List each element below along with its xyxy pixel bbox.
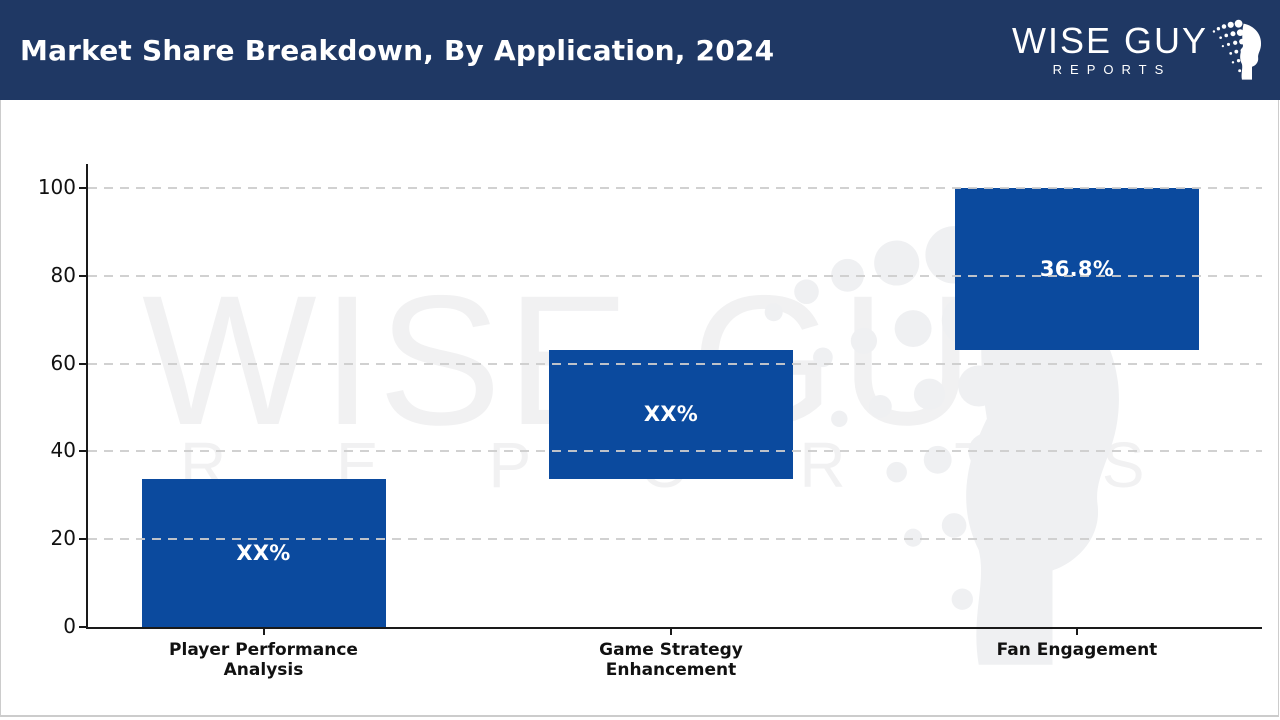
y-tick-label: 100 — [37, 175, 76, 199]
x-axis — [86, 627, 1262, 629]
bar-value-label: 36.8% — [1039, 256, 1115, 281]
bar-value-label: XX% — [236, 541, 291, 566]
y-tick-label: 40 — [50, 438, 76, 463]
category-label-line: Game Strategy — [599, 640, 743, 660]
category-label: Game Strategy Enhancement — [501, 640, 841, 680]
y-tick-label: 20 — [50, 526, 76, 551]
x-tick — [670, 627, 672, 635]
bar-2: XX% — [549, 349, 793, 480]
category-label-line: Fan Engagement — [996, 640, 1158, 660]
y-tick — [79, 362, 87, 365]
bar-value-label: XX% — [643, 402, 699, 427]
x-tick — [262, 627, 265, 635]
page-title: Market Share Breakdown, By Application, … — [20, 33, 775, 67]
gridline-60 — [88, 362, 1262, 365]
y-tick — [79, 187, 87, 189]
category-label: Player Performance Analysis — [94, 640, 434, 680]
category-label-line: Analysis — [223, 660, 304, 680]
y-tick — [79, 450, 87, 453]
header: Market Share Breakdown, By Application, … — [0, 0, 1280, 100]
brand-head-icon — [1212, 19, 1262, 80]
gridline-80 — [88, 274, 1262, 277]
y-tick — [79, 538, 87, 541]
y-tick-label: 80 — [50, 262, 76, 287]
y-axis — [86, 164, 88, 629]
brand-name: WISE GUY — [1011, 20, 1208, 61]
bar-1: XX% — [141, 479, 386, 627]
y-tick — [79, 274, 87, 277]
brand-subtitle: REPORTS — [1052, 62, 1172, 77]
category-label: Fan Engagement — [907, 640, 1247, 660]
y-tick — [79, 626, 87, 628]
gridline-100 — [88, 187, 1262, 189]
y-tick-label: 0 — [63, 614, 76, 638]
y-tick-label: 60 — [50, 350, 76, 375]
gridline-40 — [88, 450, 1262, 453]
bar-3: 36.8% — [955, 188, 1199, 350]
brand-logo-text: WISE GUY REPORTS — [1011, 20, 1208, 78]
category-label-line: Enhancement — [605, 660, 737, 680]
brand-logo: WISE GUY REPORTS — [1012, 8, 1266, 92]
category-label-line: Player Performance — [169, 640, 358, 660]
gridline-20 — [88, 538, 1262, 541]
